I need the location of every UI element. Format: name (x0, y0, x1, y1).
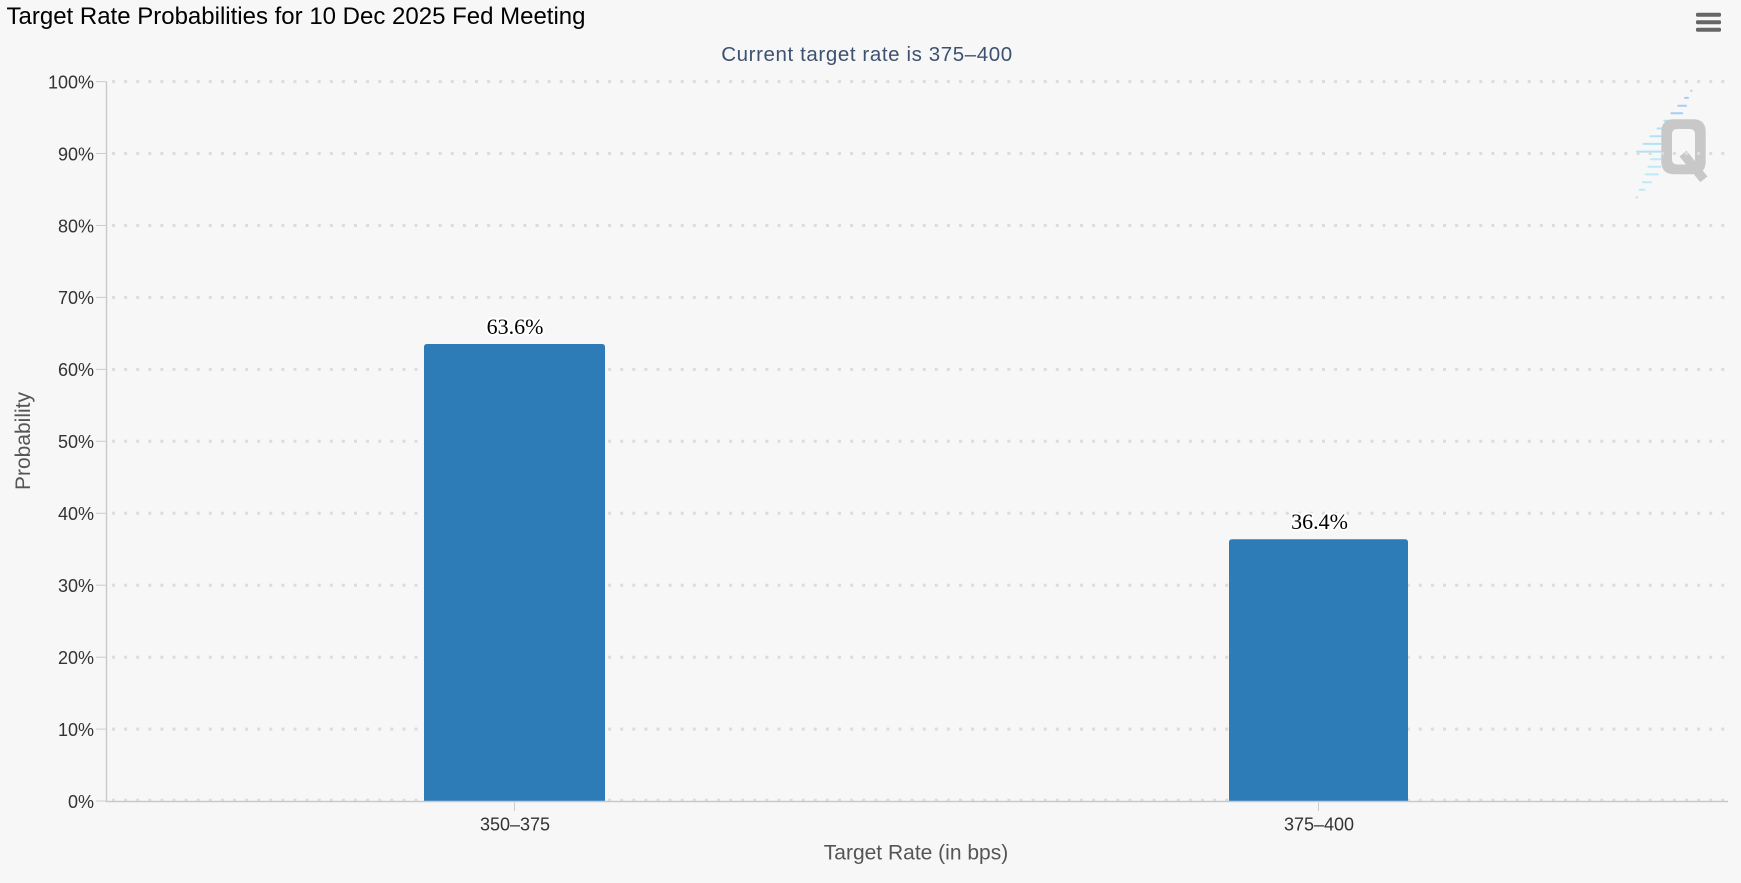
svg-text:10%: 10% (58, 720, 94, 740)
svg-text:70%: 70% (58, 288, 94, 308)
svg-text:Current target rate is 375–400: Current target rate is 375–400 (721, 43, 1013, 66)
svg-text:50%: 50% (58, 432, 94, 452)
svg-text:36.4%: 36.4% (1291, 509, 1348, 534)
svg-text:0%: 0% (68, 792, 94, 812)
svg-text:40%: 40% (58, 504, 94, 524)
svg-text:60%: 60% (58, 360, 94, 380)
svg-text:Probability: Probability (12, 391, 35, 490)
svg-text:350–375: 350–375 (480, 815, 550, 835)
svg-text:Target Rate Probabilities for: Target Rate Probabilities for 10 Dec 202… (7, 3, 586, 30)
svg-text:20%: 20% (58, 648, 94, 668)
svg-text:90%: 90% (58, 144, 94, 164)
svg-text:100%: 100% (48, 72, 94, 92)
svg-text:Target Rate (in bps): Target Rate (in bps) (824, 842, 1008, 865)
svg-text:80%: 80% (58, 216, 94, 236)
svg-text:63.6%: 63.6% (487, 314, 544, 339)
svg-text:375–400: 375–400 (1284, 815, 1354, 835)
svg-text:30%: 30% (58, 576, 94, 596)
